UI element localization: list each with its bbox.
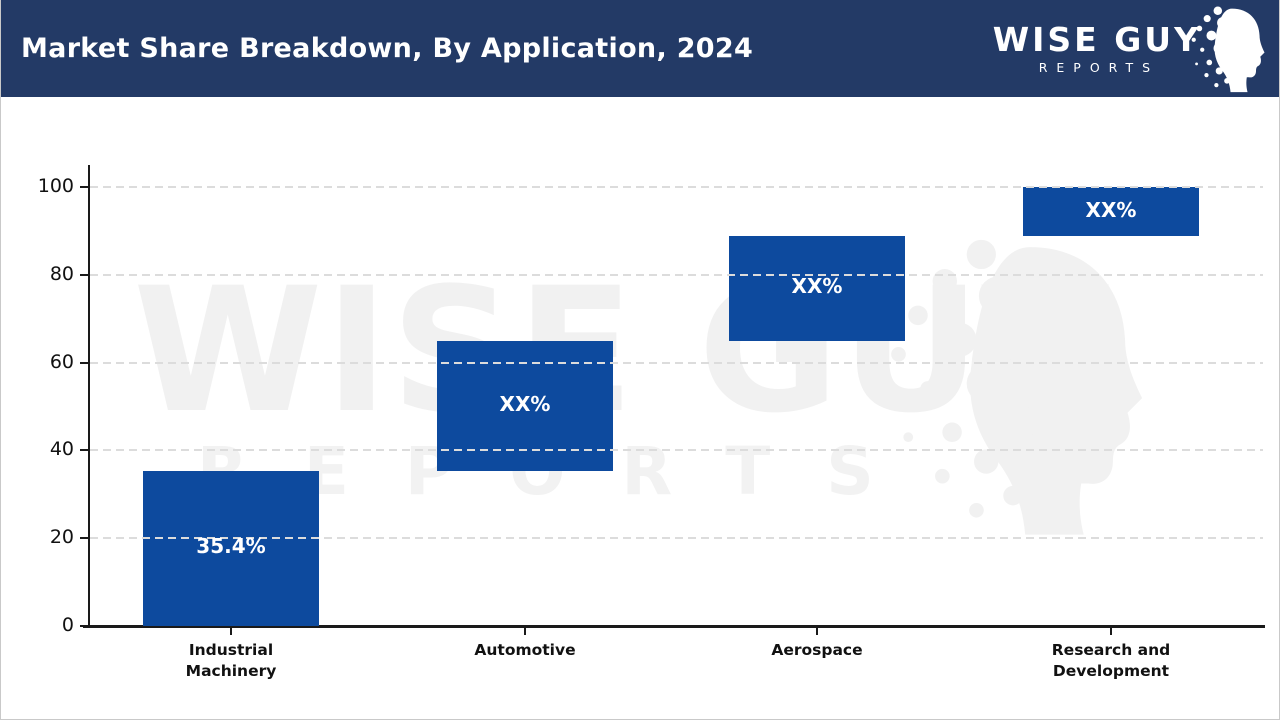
logo-head-icon (1191, 6, 1265, 92)
x-tick (230, 627, 232, 635)
bar-value-label: XX% (791, 274, 843, 299)
y-axis-line (88, 165, 90, 628)
waterfall-bar (729, 236, 905, 341)
y-tick (80, 273, 88, 276)
wise-guy-logo: WISE GUY REPORTS (993, 3, 1267, 95)
bar-value-label: XX% (1085, 197, 1137, 222)
logo-title: WISE GUY (992, 19, 1201, 59)
header-bar: Market Share Breakdown, By Application, … (1, 0, 1279, 97)
chart-title: Market Share Breakdown, By Application, … (21, 33, 754, 64)
x-tick (816, 627, 818, 635)
waterfall-bar (1023, 187, 1199, 237)
category-label: Automotive (474, 641, 576, 659)
category-label: Industrial Machinery (185, 641, 277, 680)
plot-area: 0 20 40 60 80 100 35.4% Industrial Machinery XX%… (38, 165, 1265, 680)
logo-wordmark: WISE GUY REPORTS (993, 23, 1201, 75)
gridline-40 (90, 449, 1263, 452)
x-tick (1110, 627, 1112, 635)
bar-value-label: 35.4% (196, 534, 266, 559)
y-tick (80, 537, 88, 540)
y-tick-label: 0 (61, 614, 74, 636)
y-tick-label: 100 (37, 175, 74, 197)
chart-area: WISE GUY REPORTS 0 20 40 60 80 100 35.4% Indust… (1, 97, 1279, 718)
category-label: Aerospace (771, 641, 863, 659)
x-tick (524, 627, 526, 635)
y-tick-label: 40 (49, 438, 74, 461)
watermark-head-icon (891, 239, 1143, 535)
x-axis-line (83, 625, 1265, 628)
gridline-80 (90, 273, 1263, 276)
category-label: Research and Development (1051, 641, 1171, 680)
gridline-100 (90, 186, 1263, 188)
logo-subtitle: REPORTS (1038, 59, 1160, 75)
bar-value-label: XX% (499, 391, 551, 416)
gridline-60 (90, 361, 1263, 364)
y-tick-label: 80 (49, 262, 74, 285)
y-tick-label: 20 (49, 526, 74, 549)
gridline-20 (90, 537, 1263, 540)
waterfall-bar (143, 470, 319, 626)
y-tick-label: 60 (49, 350, 74, 373)
y-tick (80, 449, 88, 452)
y-tick (80, 186, 88, 188)
y-tick (80, 361, 88, 364)
